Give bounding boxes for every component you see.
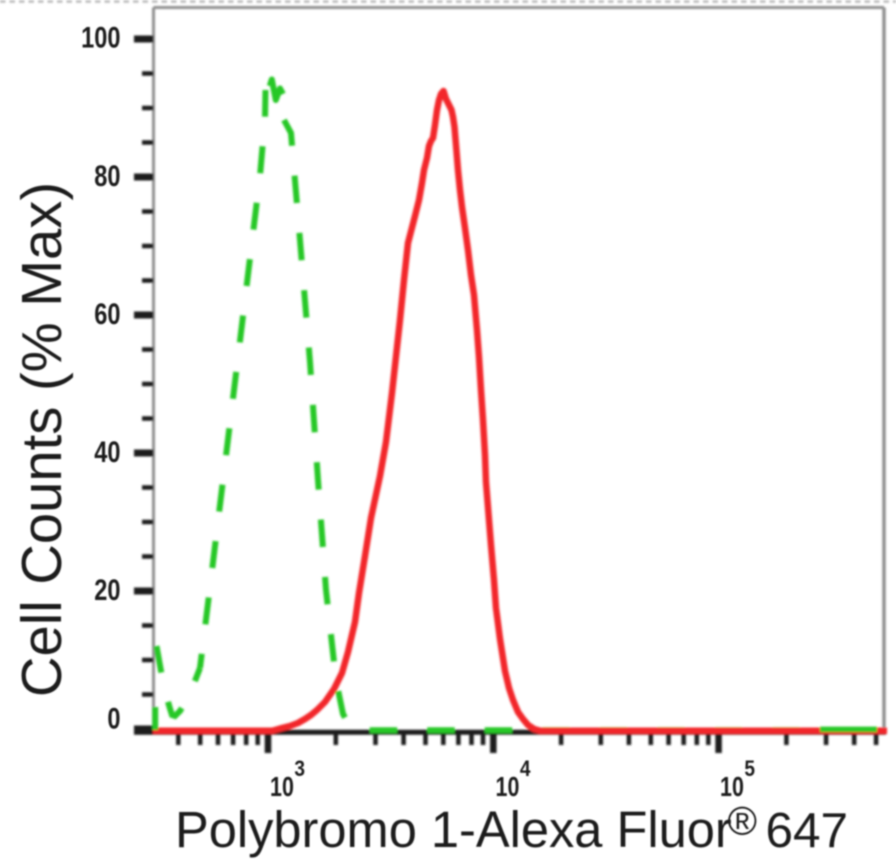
svg-text:647: 647 xyxy=(766,803,849,858)
svg-text:5: 5 xyxy=(744,757,755,782)
svg-text:Polybromo 1-Alexa Fluor: Polybromo 1-Alexa Fluor xyxy=(175,801,732,858)
svg-text:®: ® xyxy=(728,800,757,844)
svg-text:80: 80 xyxy=(94,159,120,192)
svg-text:10: 10 xyxy=(720,773,744,803)
svg-text:10: 10 xyxy=(496,773,520,803)
svg-text:4: 4 xyxy=(520,757,531,782)
svg-text:60: 60 xyxy=(94,297,120,330)
svg-text:20: 20 xyxy=(94,573,120,606)
svg-text:0: 0 xyxy=(107,702,120,735)
svg-text:100: 100 xyxy=(81,21,120,54)
svg-text:Cell Counts (% Max): Cell Counts (% Max) xyxy=(10,182,73,697)
svg-text:10: 10 xyxy=(270,773,294,803)
svg-text:40: 40 xyxy=(94,435,120,468)
svg-text:3: 3 xyxy=(294,757,305,782)
